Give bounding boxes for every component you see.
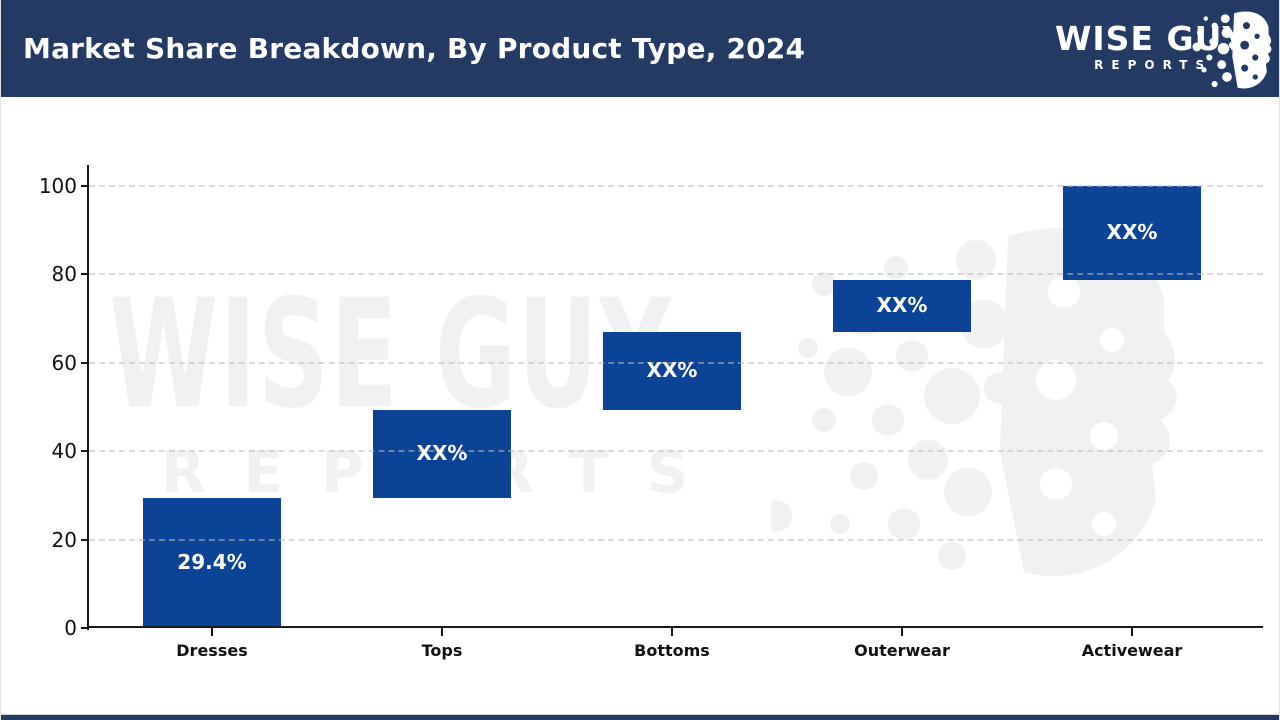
gridline-40 — [89, 450, 1263, 453]
y-tick-label: 20 — [51, 527, 77, 552]
x-tick-mark — [211, 628, 213, 636]
y-tick-mark — [81, 185, 89, 187]
y-tick-label: 0 — [64, 616, 77, 640]
y-tick-mark — [81, 450, 89, 453]
y-tick-label: 100 — [38, 174, 77, 198]
x-axis-line — [87, 626, 1263, 628]
bar-value-label: XX% — [876, 293, 928, 318]
page-title: Market Share Breakdown, By Product Type,… — [23, 32, 806, 65]
bar-value-label: XX% — [1106, 220, 1158, 245]
category-label-tops: Tops — [421, 641, 463, 660]
y-tick-mark — [81, 627, 89, 629]
brand-logo: WISE GUY REPORTS — [1023, 6, 1273, 92]
x-tick-mark — [671, 628, 673, 636]
y-tick-mark — [81, 273, 89, 276]
brand-subtitle: REPORTS — [1094, 58, 1213, 72]
brand-head-icon — [1192, 11, 1272, 89]
x-tick-mark — [441, 628, 443, 636]
bar-value-label: 29.4% — [177, 550, 247, 575]
bar-activewear — [1063, 186, 1201, 281]
gridline-80 — [89, 273, 1263, 276]
header-bar: Market Share Breakdown, By Product Type,… — [1, 0, 1279, 97]
y-tick-mark — [81, 538, 89, 541]
y-tick-label: 60 — [51, 350, 77, 375]
x-tick-mark — [901, 628, 903, 636]
category-label-activewear: Activewear — [1081, 641, 1183, 660]
bar-dresses — [143, 498, 281, 628]
footer-divider — [1, 714, 1279, 715]
category-label-dresses: Dresses — [176, 641, 248, 660]
x-tick-mark — [1131, 628, 1133, 636]
footer-bar — [1, 715, 1279, 720]
bar-outerwear — [833, 280, 971, 333]
y-tick-label: 40 — [51, 439, 77, 464]
category-label-bottoms: Bottoms — [634, 641, 710, 660]
category-label-outerwear: Outerwear — [854, 641, 950, 660]
bar-value-label: XX% — [646, 357, 698, 382]
y-tick-mark — [81, 361, 89, 364]
gridline-60 — [89, 361, 1263, 364]
gridline-20 — [89, 538, 1263, 541]
bar-value-label: XX% — [416, 440, 468, 465]
y-tick-label: 80 — [51, 262, 77, 287]
y-axis-line — [87, 165, 89, 630]
gridline-100 — [89, 185, 1263, 187]
bar-bottoms — [603, 332, 741, 410]
bar-tops — [373, 409, 511, 499]
watermark-head-dots-graphic — [771, 227, 1177, 577]
